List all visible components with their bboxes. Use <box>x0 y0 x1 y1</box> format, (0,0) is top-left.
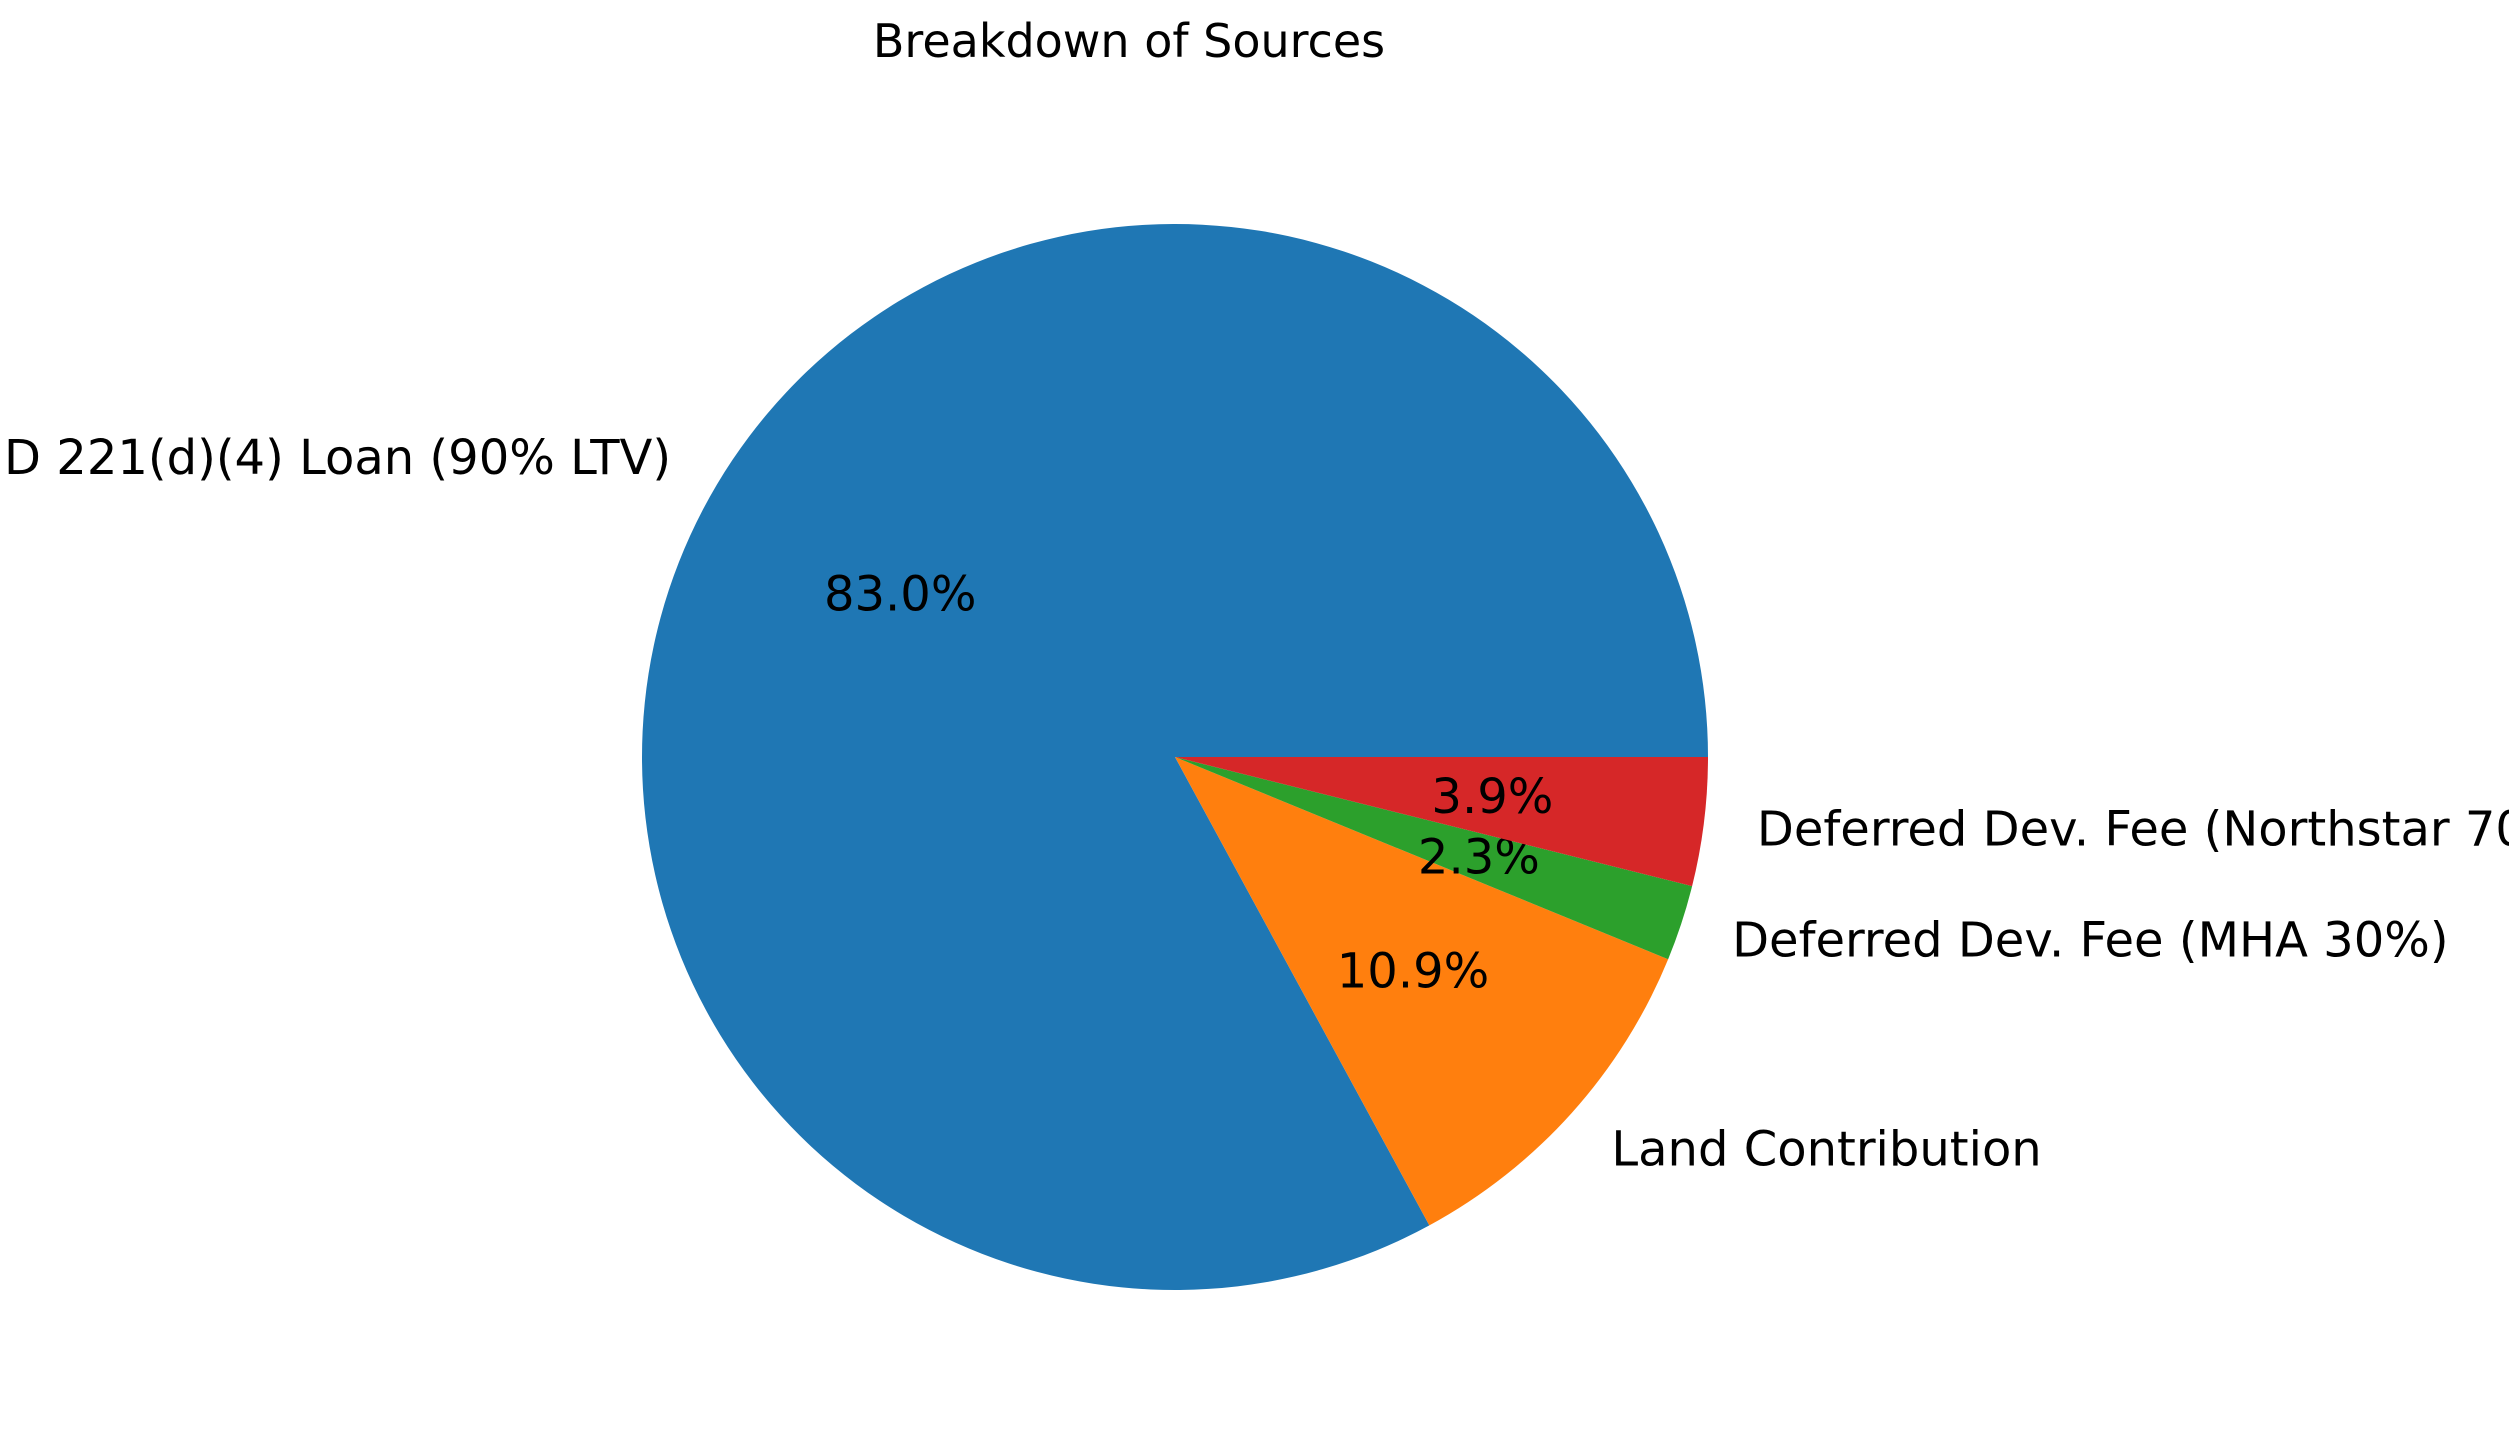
pie-pct-label-hud-221-d-4-loan-90-ltv: 83.0% <box>824 566 976 622</box>
chart-title: Breakdown of Sources <box>872 14 1386 68</box>
pie-slice-name-deferred-dev-fee-northstar-70: Deferred Dev. Fee (Northstar 70%) <box>1757 801 2509 857</box>
pie-slice-name-hud-221-d-4-loan-90-ltv: HUD 221(d)(4) Loan (90% LTV) <box>0 430 671 486</box>
pie-slice-land-contribution <box>1175 757 1669 1226</box>
pie-slice-name-land-contribution: Land Contribution <box>1611 1121 2041 1177</box>
pie-slice-deferred-dev-fee-northstar-70 <box>1175 757 1708 887</box>
pie-pct-label-deferred-dev-fee-northstar-70: 3.9% <box>1431 769 1553 825</box>
pie-slice-name-deferred-dev-fee-mha-30: Deferred Dev. Fee (MHA 30%) <box>1732 913 2448 969</box>
pie-pct-label-land-contribution: 10.9% <box>1337 943 1489 999</box>
pie-slice-deferred-dev-fee-mha-30 <box>1175 757 1693 960</box>
pie-slice-hud-221-d-4-loan-90-ltv <box>641 223 1709 1290</box>
